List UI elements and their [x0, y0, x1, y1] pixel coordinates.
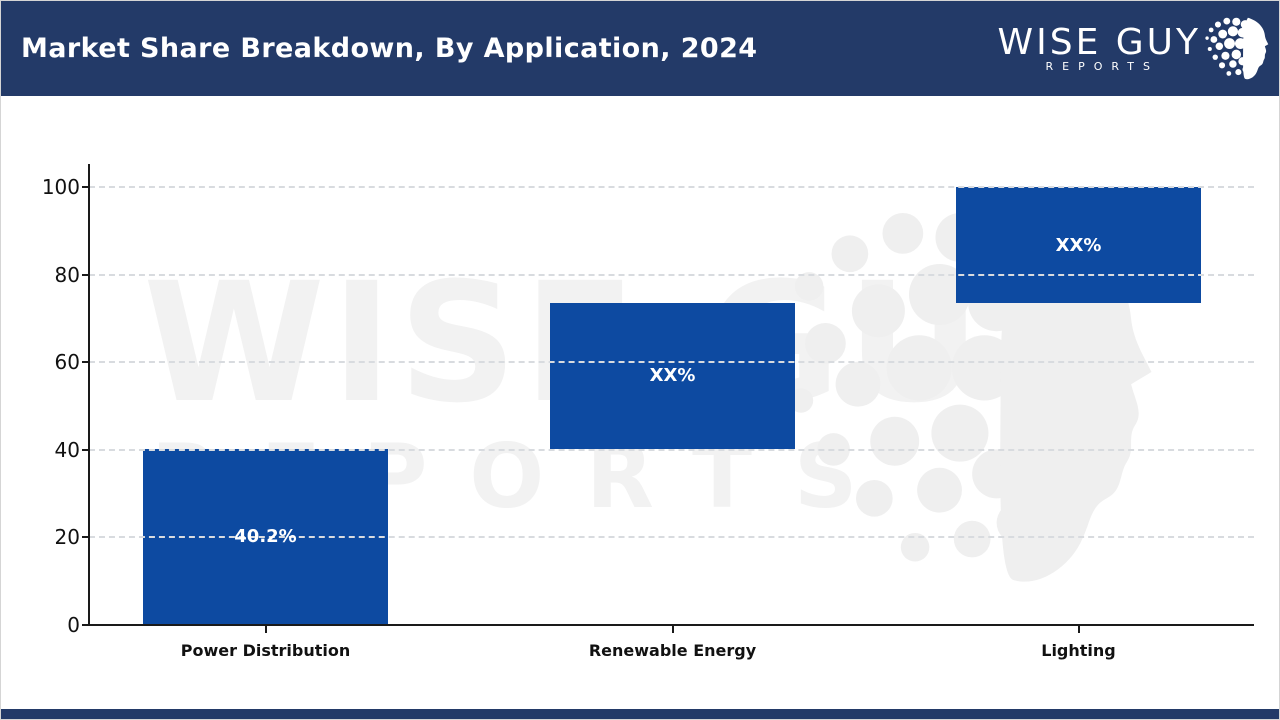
- y-tickmark-20: [82, 536, 89, 539]
- x-tick-label-power-distribution: Power Distribution: [180, 641, 351, 660]
- bar-value-label-renewable-energy: XX%: [649, 365, 696, 387]
- x-tickmark-power-distribution: [264, 626, 267, 633]
- logo-wordmark-line1: WISE GUY: [997, 22, 1201, 64]
- x-axis-spine: [88, 624, 1254, 626]
- y-tick-label-40: 40: [54, 437, 80, 462]
- y-tickmark-80: [82, 273, 89, 276]
- bar-renewable-energy: [550, 303, 795, 449]
- gridline-40: [89, 448, 1254, 451]
- gridline-100: [89, 186, 1254, 188]
- wise-guy-logo: WISE GUY REPORTS: [998, 6, 1272, 92]
- y-axis-spine: [88, 164, 90, 626]
- bar-value-label-lighting: XX%: [1055, 234, 1102, 256]
- footer-bar: [1, 709, 1279, 719]
- chart-title: Market Share Breakdown, By Application, …: [21, 33, 758, 64]
- bar-lighting: [956, 187, 1201, 304]
- gridline-80: [89, 273, 1254, 276]
- x-tickmark-lighting: [1077, 626, 1080, 633]
- y-tickmark-100: [82, 186, 89, 188]
- y-tick-label-20: 20: [54, 525, 80, 550]
- x-tick-label-renewable-energy: Renewable Energy: [588, 641, 757, 660]
- logo-wordmark: WISE GUY REPORTS: [998, 24, 1202, 73]
- y-tick-label-80: 80: [54, 262, 80, 287]
- gridline-60: [89, 361, 1254, 364]
- x-tickmark-renewable-energy: [671, 626, 674, 633]
- x-tick-label-lighting: Lighting: [1041, 641, 1116, 660]
- logo-face-icon: [1205, 17, 1269, 79]
- y-tick-label-100: 100: [41, 175, 80, 199]
- y-tickmark-60: [82, 361, 89, 364]
- y-tick-label-0: 0: [67, 613, 80, 637]
- y-tickmark-40: [82, 448, 89, 451]
- logo-wordmark-line2: REPORTS: [1045, 59, 1159, 73]
- gridline-20: [89, 536, 1254, 539]
- bar-value-label-power-distribution: 40.2%: [234, 526, 297, 548]
- header: Market Share Breakdown, By Application, …: [1, 1, 1279, 96]
- y-tick-label-60: 60: [54, 350, 80, 375]
- y-tickmark-0: [82, 624, 89, 626]
